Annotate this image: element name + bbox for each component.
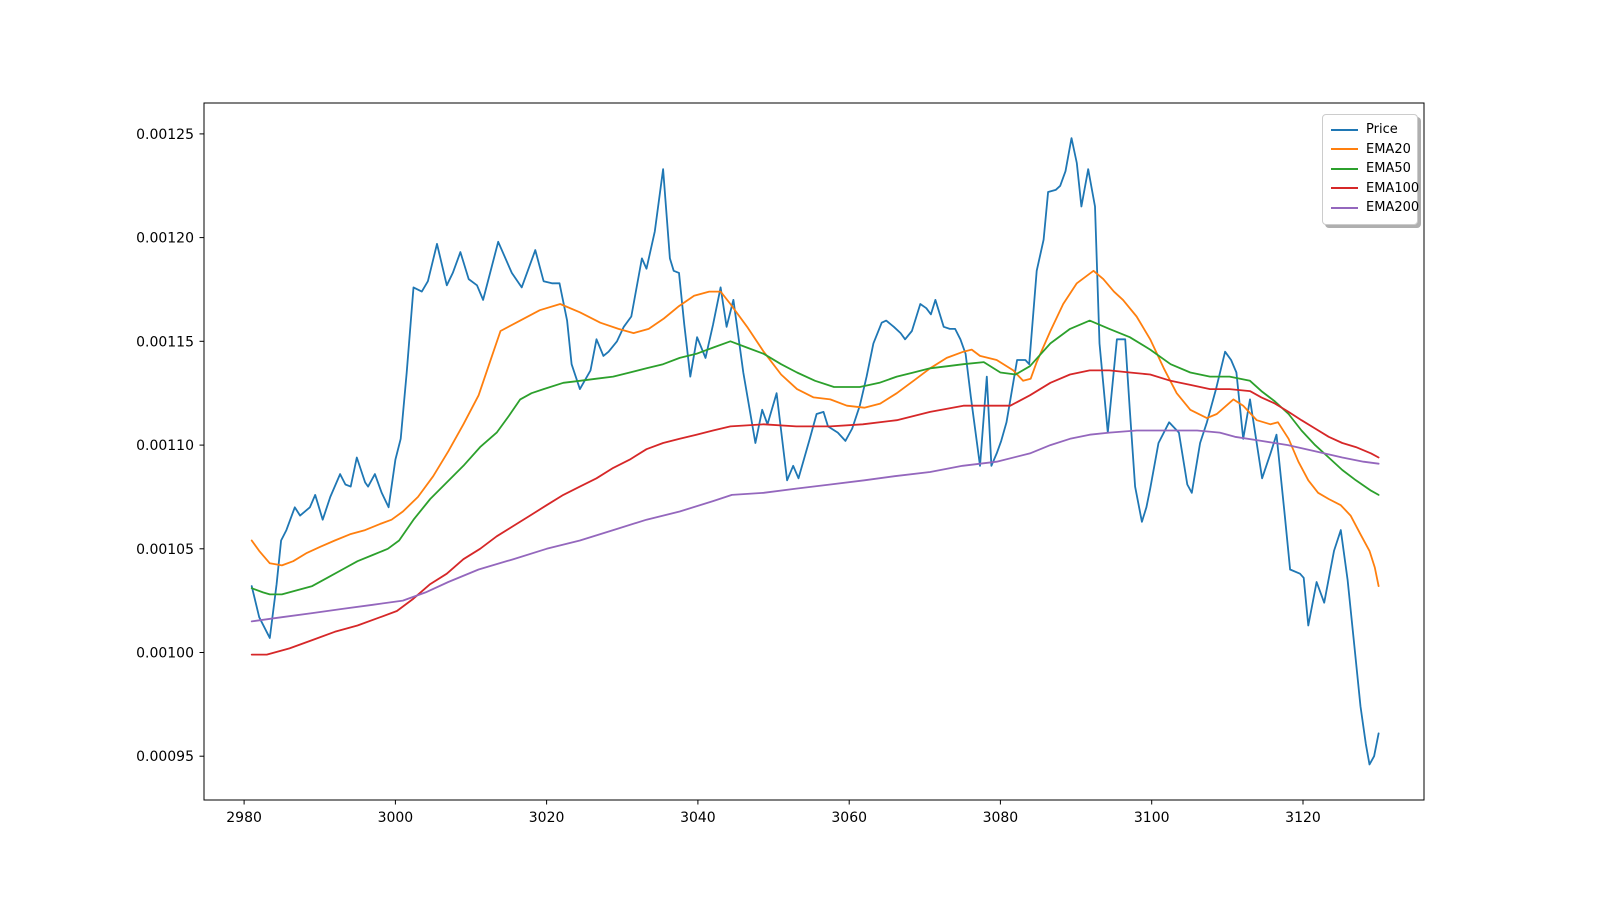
legend-label: EMA20 <box>1366 141 1411 157</box>
legend-label: Price <box>1366 122 1398 138</box>
legend-item-ema20: EMA20 <box>1331 140 1411 160</box>
legend-label: EMA200 <box>1366 200 1420 216</box>
axes-border <box>203 102 1425 801</box>
legend-line-sample <box>1331 187 1358 190</box>
x-tick-label: 3120 <box>1285 810 1321 826</box>
legend-line-sample <box>1331 148 1358 151</box>
legend-item-ema100: EMA100 <box>1331 179 1419 199</box>
x-tick-label: 2980 <box>226 810 262 826</box>
series-line-ema200 <box>250 429 1380 623</box>
y-tick-label: 0.00100 <box>136 646 194 662</box>
x-tick-label: 3080 <box>983 810 1019 826</box>
legend: Price EMA20 EMA50 EMA100 EMA200 <box>1322 114 1419 225</box>
legend-line-sample <box>1331 128 1358 131</box>
x-tick-label: 3100 <box>1134 810 1170 826</box>
series-line-price <box>250 137 1380 766</box>
legend-item-ema200: EMA200 <box>1331 198 1419 218</box>
legend-line-sample <box>1331 167 1358 170</box>
y-tick-label: 0.00105 <box>136 542 194 558</box>
y-tick-label: 0.00110 <box>136 438 194 454</box>
legend-line-sample <box>1331 206 1358 209</box>
series-line-ema100 <box>250 369 1380 656</box>
series-line-ema50 <box>250 319 1380 596</box>
legend-item-ema50: EMA50 <box>1331 159 1411 179</box>
y-tick-label: 0.00095 <box>136 749 194 765</box>
y-tick-label: 0.00120 <box>136 231 194 247</box>
legend-item-price: Price <box>1331 120 1411 140</box>
y-tick-label: 0.00125 <box>136 127 194 143</box>
x-tick-label: 3000 <box>378 810 414 826</box>
x-tick-label: 3020 <box>529 810 565 826</box>
y-tick-label: 0.00115 <box>136 334 194 350</box>
x-tick-label: 3040 <box>680 810 716 826</box>
x-tick-label: 3060 <box>831 810 867 826</box>
series-line-ema20 <box>250 269 1380 587</box>
legend-label: EMA50 <box>1366 161 1411 177</box>
legend-label: EMA100 <box>1366 180 1420 196</box>
